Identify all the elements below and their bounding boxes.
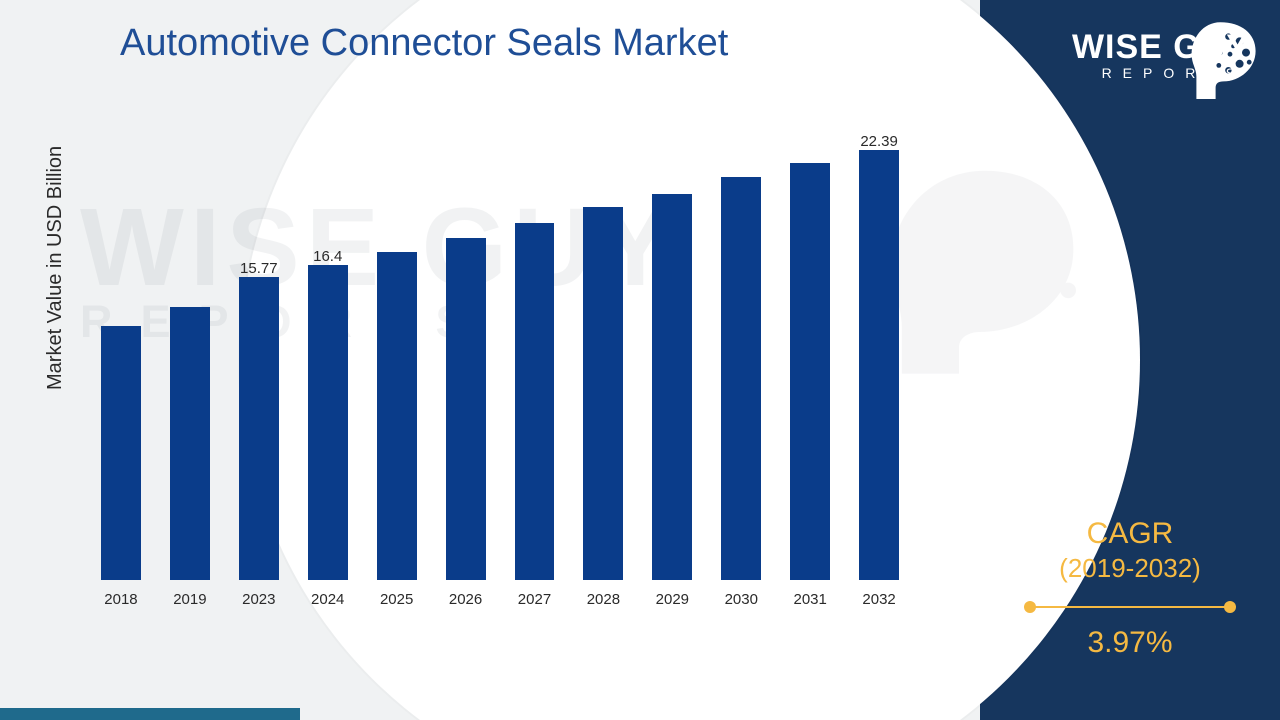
x-tick-label: 2031 (783, 591, 837, 608)
bar-slot: 16.4 (301, 265, 355, 580)
cagr-divider (1030, 606, 1230, 608)
brand-line1: WISE GUY (1072, 28, 1250, 67)
x-tick-label: 2025 (370, 591, 424, 608)
footer-accent-bar (0, 708, 300, 720)
bar-value-label: 15.77 (240, 260, 278, 277)
x-tick-label: 2027 (508, 591, 562, 608)
bar-slot (163, 307, 217, 580)
bar-chart: 15.7716.422.39 2018201920232024202520262… (90, 150, 910, 610)
x-tick-label: 2024 (301, 591, 355, 608)
bar-slot: 15.77 (232, 277, 286, 580)
x-tick-label: 2018 (94, 591, 148, 608)
cagr-callout: CAGR (2019-2032) 3.97% (1020, 517, 1240, 660)
bar-slot (94, 326, 148, 580)
bar-slot (370, 252, 424, 580)
brand-logo-text: WISE GUY REPORTS (1072, 28, 1250, 81)
x-tick-label: 2023 (232, 591, 286, 608)
x-axis-labels: 2018 2019 2023 2024 2025 2026 2027 2028 2029 2030… (90, 591, 910, 608)
brand-line2: REPORTS (1072, 65, 1250, 81)
bar (308, 265, 348, 580)
chart-title: Automotive Connector Seals Market (120, 22, 728, 65)
bar-value-label: 16.4 (313, 248, 342, 265)
bar-slot (508, 223, 562, 580)
bar (652, 194, 692, 580)
page-root: WISE GUY REPORTS Automotive Connector Se… (0, 0, 1280, 720)
plot-area: 15.7716.422.39 2018201920232024202520262… (90, 150, 910, 580)
bar (790, 163, 830, 580)
bar-slot (439, 238, 493, 580)
bar (101, 326, 141, 580)
bar (859, 150, 899, 580)
x-tick-label: 2028 (576, 591, 630, 608)
bar-slot: 22.39 (852, 150, 906, 580)
bars-container: 15.77 16.4 22.39 (90, 150, 910, 580)
x-tick-label: 2019 (163, 591, 217, 608)
bar-slot (714, 177, 768, 580)
bar (583, 207, 623, 580)
bar (721, 177, 761, 580)
bar-slot (576, 207, 630, 580)
x-tick-label: 2030 (714, 591, 768, 608)
bar-slot (783, 163, 837, 580)
bar (515, 223, 555, 580)
x-tick-label: 2032 (852, 591, 906, 608)
x-tick-label: 2026 (439, 591, 493, 608)
bar-slot (645, 194, 699, 580)
bar (239, 277, 279, 580)
bar-value-label: 22.39 (860, 133, 898, 150)
y-axis-label: Market Value in USD Billion (44, 146, 67, 390)
cagr-years: (2019-2032) (1020, 553, 1240, 584)
x-tick-label: 2029 (645, 591, 699, 608)
cagr-value: 3.97% (1020, 626, 1240, 660)
bar (170, 307, 210, 580)
bar (377, 252, 417, 580)
bar (446, 238, 486, 580)
cagr-title: CAGR (1020, 517, 1240, 551)
